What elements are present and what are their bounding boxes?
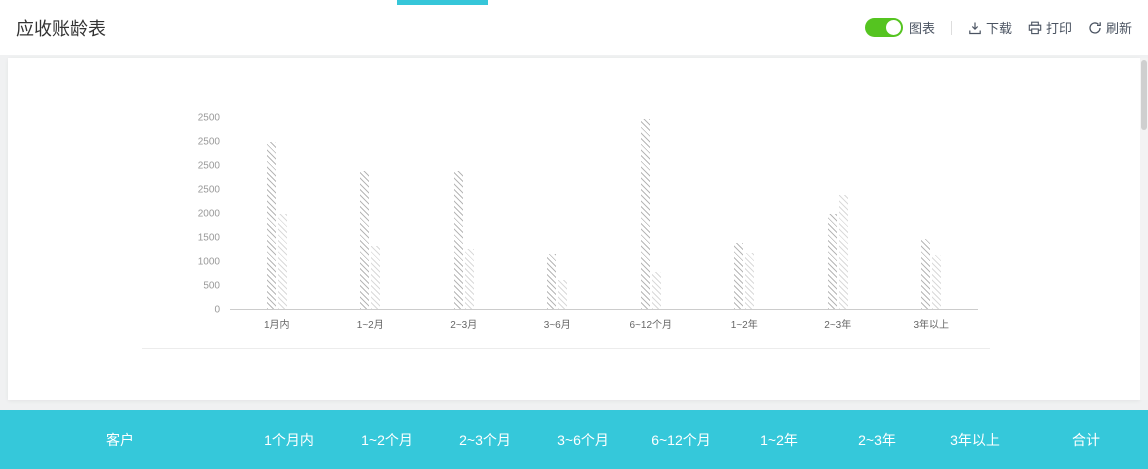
y-axis-tick-label: 2500 (197, 136, 220, 148)
x-axis-category-label: 1~2月 (356, 320, 384, 331)
bar-group: 2~3月 (417, 118, 511, 331)
print-icon (1028, 21, 1042, 35)
bar-group: 3~6月 (511, 118, 605, 331)
page-title: 应收账龄表 (16, 18, 106, 39)
y-axis-tick-label: 1500 (197, 232, 220, 244)
table-header-cell: 合计 (1072, 431, 1100, 448)
bar-series-2[interactable] (371, 246, 381, 309)
chart-toggle-label: 图表 (908, 21, 935, 36)
download-label: 下载 (985, 21, 1012, 36)
download-button[interactable]: 下载 (968, 18, 1012, 37)
table-header-cell: 2~3个月 (459, 431, 511, 448)
y-axis-tick-label: 0 (214, 304, 220, 316)
y-axis-tick-label: 2500 (197, 184, 220, 196)
bar-group: 2~3年 (791, 118, 885, 331)
table-header-cell: 客户 (106, 431, 134, 448)
bar-group: 3年以上 (885, 118, 979, 331)
table-header-cell: 3年以上 (950, 431, 1000, 448)
bar-series-2[interactable] (464, 249, 474, 309)
page-header: 应收账龄表 图表 下载 (0, 0, 1148, 55)
table-header-cell: 3~6个月 (557, 431, 609, 448)
bar-series-2[interactable] (932, 255, 942, 309)
print-button[interactable]: 打印 (1028, 18, 1072, 37)
y-axis-tick-label: 2500 (197, 112, 220, 124)
bar-group: 1月内 (230, 118, 324, 331)
table-header-cell: 1个月内 (264, 431, 314, 448)
chart-card: 2500 2500 2500 2500 2000 1500 1000 500 0 1月内 1~2月… (8, 58, 1140, 400)
bar-series-2[interactable] (745, 253, 755, 309)
table-header-cell: 6~12个月 (651, 431, 711, 448)
chart-toggle-switch[interactable] (864, 18, 903, 37)
refresh-button[interactable]: 刷新 (1088, 18, 1132, 37)
y-axis-tick-label: 2500 (197, 160, 220, 172)
bar-series-2[interactable] (838, 195, 848, 309)
bar-series-2[interactable] (651, 272, 661, 309)
x-axis-category-label: 2~3月 (450, 320, 478, 331)
bar-group: 6~12个月 (604, 118, 698, 331)
bar-series-1[interactable] (734, 243, 744, 309)
refresh-label: 刷新 (1105, 21, 1132, 36)
bar-series-2[interactable] (558, 280, 568, 309)
scrollbar-thumb[interactable] (1141, 60, 1147, 130)
chart-bottom-divider (142, 348, 990, 349)
bar-series-1[interactable] (640, 119, 650, 309)
y-axis-tick-label: 500 (203, 280, 220, 292)
toggle-knob (885, 20, 901, 35)
x-axis-category-label: 3年以上 (913, 320, 950, 331)
bar-series-1[interactable] (266, 142, 276, 309)
table-header-row: 客户 1个月内 1~2个月 2~3个月 3~6个月 6~12个月 1~2年 2~3年 3年以上 合… (0, 410, 1148, 469)
x-axis-category-label: 6~12个月 (629, 320, 673, 331)
refresh-icon (1088, 21, 1102, 35)
x-axis-category-label: 3~6月 (543, 320, 571, 331)
y-axis-tick-label: 2000 (197, 208, 220, 220)
x-axis-category-label: 1月内 (263, 320, 290, 331)
bar-group: 1~2年 (698, 118, 792, 331)
x-axis-category-label: 1~2年 (730, 320, 758, 331)
table-header-cell: 2~3年 (858, 431, 896, 448)
top-accent-bar (397, 0, 488, 5)
bar-series-1[interactable] (547, 254, 557, 309)
bar-series-1[interactable] (921, 239, 931, 309)
download-icon (968, 21, 982, 35)
toolbar-divider (950, 20, 952, 35)
table-header-cell: 1~2个月 (361, 431, 413, 448)
y-axis-tick-label: 1000 (197, 256, 220, 268)
chart-plot: 1月内 1~2月 2~3月 3~6月 6~12个月 1~2年 2~3年 3年以上 (230, 118, 979, 331)
chart-toggle-group: 图表 (864, 18, 935, 37)
chart-y-axis: 2500 2500 2500 2500 2000 1500 1000 500 0 (8, 113, 220, 316)
bar-series-1[interactable] (827, 214, 837, 309)
bar-series-2[interactable] (277, 214, 287, 309)
print-label: 打印 (1045, 21, 1072, 36)
bar-series-1[interactable] (360, 171, 370, 309)
toolbar: 图表 下载 打印 (864, 18, 1132, 37)
x-axis-category-label: 2~3年 (824, 320, 852, 331)
scrollbar[interactable] (1140, 58, 1148, 400)
table-header-cell: 1~2年 (760, 431, 798, 448)
bar-series-1[interactable] (453, 171, 463, 309)
bar-group: 1~2月 (324, 118, 418, 331)
